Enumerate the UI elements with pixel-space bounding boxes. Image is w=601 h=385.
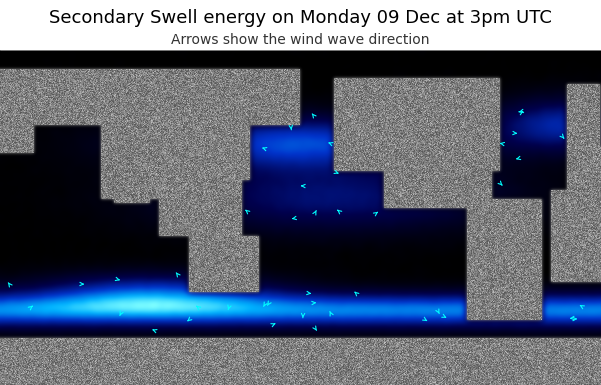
Text: Arrows show the wind wave direction: Arrows show the wind wave direction — [171, 33, 430, 47]
Text: Secondary Swell energy on Monday 09 Dec at 3pm UTC: Secondary Swell energy on Monday 09 Dec … — [49, 8, 552, 27]
